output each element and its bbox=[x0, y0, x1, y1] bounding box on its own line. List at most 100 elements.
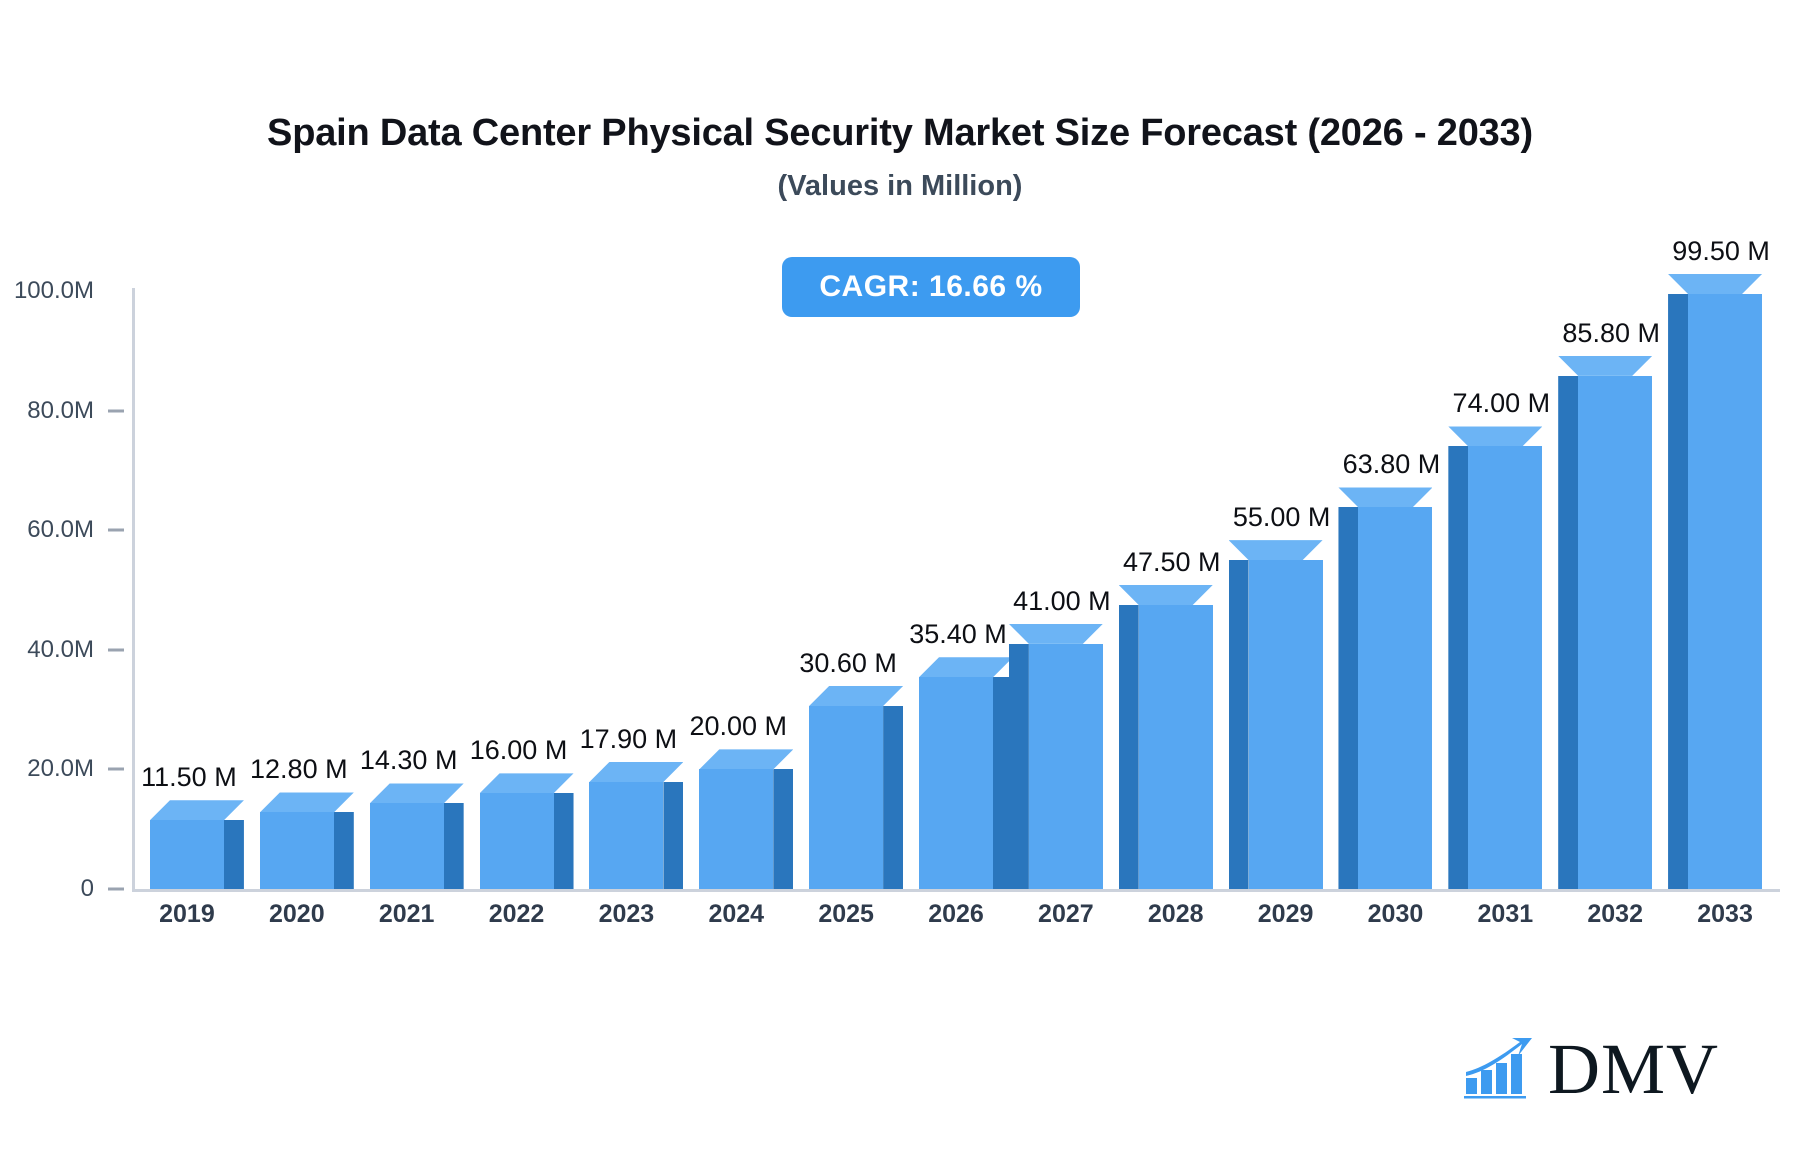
bar-side-face bbox=[993, 677, 1013, 889]
x-axis-tick-2019: 2019 bbox=[159, 900, 215, 928]
bar-side-face bbox=[773, 769, 794, 889]
bar-top-face bbox=[1008, 623, 1103, 644]
bar-front-face bbox=[919, 677, 993, 889]
bar-top-face bbox=[809, 686, 904, 706]
bar-top-face bbox=[259, 792, 354, 813]
bar-2026 bbox=[919, 657, 1013, 889]
bar-value-label: 99.50 M bbox=[1672, 235, 1770, 266]
logo-text: DMV bbox=[1548, 1029, 1720, 1110]
cagr-badge-label: CAGR: 16.66 % bbox=[819, 270, 1043, 303]
bar-top-face bbox=[149, 800, 244, 821]
bar-top-face bbox=[1668, 273, 1763, 294]
bar-value-label: 17.90 M bbox=[579, 723, 678, 754]
y-axis-tick-label: 100.0M bbox=[13, 277, 94, 304]
bar-side-face bbox=[1338, 507, 1359, 889]
x-axis-tick-2023: 2023 bbox=[598, 900, 655, 928]
x-axis-tick-2031: 2031 bbox=[1477, 900, 1534, 928]
x-axis-line bbox=[132, 889, 1780, 892]
bar-2024 bbox=[699, 749, 794, 889]
bar-front-face bbox=[589, 781, 664, 889]
cagr-badge: CAGR: 16.66 % bbox=[782, 257, 1080, 317]
bar-2028 bbox=[1118, 584, 1213, 889]
bar-2025 bbox=[809, 686, 904, 889]
bar-side-face bbox=[223, 820, 244, 889]
chart-subtitle: (Values in Million) bbox=[777, 170, 1023, 202]
bar-top-face bbox=[479, 773, 574, 794]
bar-value-label: 20.00 M bbox=[689, 711, 788, 742]
bar-value-label: 41.00 M bbox=[1013, 585, 1111, 616]
bar-side-face bbox=[553, 793, 574, 889]
x-axis-tick-2027: 2027 bbox=[1038, 900, 1094, 928]
y-axis-tick-label: 0 bbox=[80, 875, 94, 902]
bar-value-label: 16.00 M bbox=[469, 735, 568, 766]
bar-front-face bbox=[809, 706, 884, 889]
bar-side-face bbox=[1558, 375, 1579, 889]
bar-front-face bbox=[1028, 643, 1103, 889]
y-axis-tick-mark bbox=[108, 409, 124, 413]
bar-front-face bbox=[699, 769, 774, 889]
y-axis-tick-label: 40.0M bbox=[27, 635, 94, 663]
bar-top-face bbox=[1118, 584, 1213, 605]
bar-side-face bbox=[1118, 604, 1139, 889]
bar-2019 bbox=[149, 800, 244, 889]
dmv-logo: DMV bbox=[1462, 1032, 1719, 1107]
bar-2021 bbox=[369, 783, 464, 889]
bar-front-face bbox=[1358, 507, 1433, 889]
bar-front-face bbox=[1688, 293, 1763, 889]
bar-2023 bbox=[589, 761, 684, 889]
x-axis-tick-2025: 2025 bbox=[818, 900, 874, 928]
bar-top-face bbox=[1448, 426, 1543, 447]
x-axis-tick-2022: 2022 bbox=[488, 900, 545, 928]
bar-top-face bbox=[589, 761, 684, 782]
y-axis-tick-mark bbox=[108, 528, 124, 532]
bar-front-face bbox=[1578, 375, 1653, 889]
bar-2020 bbox=[259, 792, 354, 889]
bar-value-label: 63.80 M bbox=[1342, 449, 1441, 480]
chart-title: Spain Data Center Physical Security Mark… bbox=[267, 112, 1533, 154]
bar-front-face bbox=[479, 793, 554, 889]
bar-side-face bbox=[883, 706, 904, 889]
bar-value-label: 47.50 M bbox=[1122, 546, 1221, 577]
bar-2033 bbox=[1668, 273, 1763, 889]
bar-2027 bbox=[1008, 623, 1103, 889]
y-axis-tick-mark bbox=[108, 648, 124, 652]
bar-front-face bbox=[1138, 604, 1213, 889]
bar-side-face bbox=[333, 812, 354, 889]
bar-side-face bbox=[1668, 293, 1689, 889]
bar-top-face bbox=[1338, 487, 1433, 508]
y-axis-tick-mark bbox=[108, 767, 124, 771]
bar-top-face bbox=[919, 657, 1013, 678]
bar-2031 bbox=[1448, 426, 1543, 889]
bar-value-label: 55.00 M bbox=[1232, 502, 1331, 533]
bar-side-face bbox=[663, 781, 684, 889]
y-axis-tick-label: 20.0M bbox=[27, 755, 94, 783]
bar-value-label: 11.50 M bbox=[141, 762, 237, 793]
bar-side-face bbox=[1228, 560, 1249, 889]
x-axis-tick-2033: 2033 bbox=[1697, 900, 1753, 928]
bar-value-label: 35.40 M bbox=[909, 619, 1007, 650]
bar-top-face bbox=[699, 749, 794, 770]
bar-2029 bbox=[1228, 540, 1323, 889]
bar-front-face bbox=[1248, 560, 1323, 889]
bar-value-label: 85.80 M bbox=[1562, 317, 1660, 348]
x-axis-tick-2029: 2029 bbox=[1257, 900, 1314, 928]
bar-2022 bbox=[479, 773, 574, 889]
bar-chart-growth-icon bbox=[1462, 1032, 1544, 1107]
bar-front-face bbox=[369, 803, 444, 889]
bar-front-face bbox=[1468, 446, 1543, 889]
x-axis-tick-2032: 2032 bbox=[1587, 900, 1643, 928]
y-axis-line bbox=[132, 288, 135, 892]
bar-front-face bbox=[259, 812, 334, 889]
y-axis-tick-mark bbox=[108, 887, 124, 891]
y-axis-tick-label: 80.0M bbox=[27, 396, 94, 424]
x-axis-tick-2030: 2030 bbox=[1367, 900, 1424, 928]
x-axis-tick-2026: 2026 bbox=[928, 900, 984, 928]
bar-value-label: 14.30 M bbox=[359, 745, 458, 776]
bar-top-face bbox=[1228, 540, 1323, 561]
bar-2032 bbox=[1558, 355, 1653, 889]
bar-value-label: 12.80 M bbox=[250, 754, 348, 785]
bar-2030 bbox=[1338, 487, 1433, 889]
x-axis-tick-2021: 2021 bbox=[378, 900, 435, 928]
